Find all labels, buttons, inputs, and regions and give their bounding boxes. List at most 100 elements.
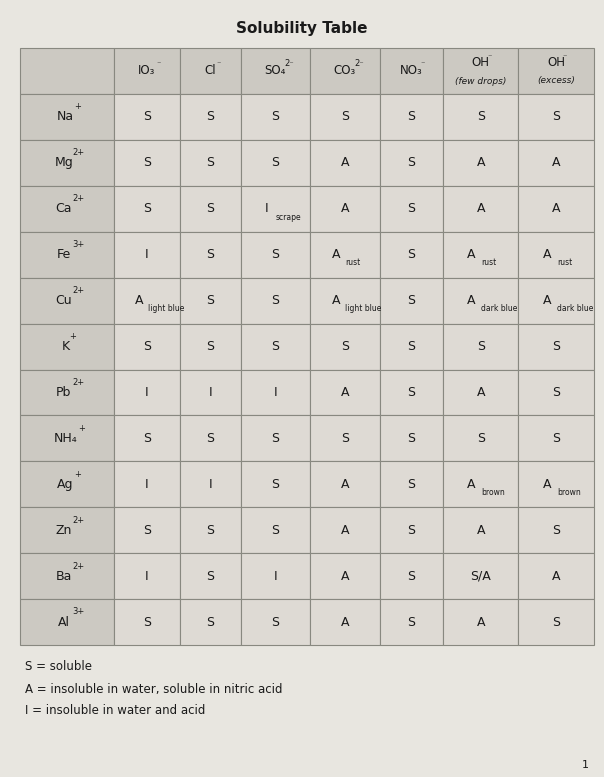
Bar [240, 94, 310, 140]
Bar [240, 323, 310, 370]
Bar [379, 186, 443, 232]
Bar [180, 186, 240, 232]
Text: Cu: Cu [56, 294, 72, 307]
Text: S: S [207, 202, 214, 215]
Text: I: I [145, 248, 149, 261]
Bar [180, 323, 240, 370]
Bar [114, 140, 180, 186]
Bar [20, 323, 114, 370]
Bar [443, 370, 518, 416]
Text: dark blue: dark blue [557, 305, 593, 313]
Text: brown: brown [557, 488, 580, 497]
Text: S: S [407, 156, 415, 169]
Text: NO₃: NO₃ [400, 64, 423, 78]
Text: Fe: Fe [57, 248, 71, 261]
Text: SO₄: SO₄ [265, 64, 286, 78]
Text: S: S [207, 432, 214, 445]
Bar [114, 370, 180, 416]
Text: S: S [207, 340, 214, 353]
Text: I: I [274, 386, 277, 399]
Bar [114, 48, 180, 94]
Text: light blue: light blue [345, 305, 382, 313]
Text: ⁻: ⁻ [563, 53, 567, 61]
Text: S: S [143, 156, 151, 169]
Text: 2⁻: 2⁻ [285, 60, 295, 68]
Bar [379, 232, 443, 277]
Bar [240, 48, 310, 94]
Text: S: S [341, 110, 349, 124]
Text: 2⁻: 2⁻ [355, 60, 364, 68]
Text: Ag: Ag [57, 478, 74, 491]
Text: S: S [407, 432, 415, 445]
Text: Cl: Cl [205, 64, 216, 78]
Text: S: S [143, 432, 151, 445]
Text: ⁻: ⁻ [421, 60, 425, 68]
Text: Zn: Zn [56, 524, 72, 537]
Text: S: S [143, 615, 151, 629]
Text: S: S [207, 570, 214, 583]
Text: S: S [407, 524, 415, 537]
Text: S: S [552, 524, 561, 537]
Bar [518, 462, 594, 507]
Bar [180, 94, 240, 140]
Text: NH₄: NH₄ [53, 432, 77, 445]
Text: S: S [143, 524, 151, 537]
Bar [310, 507, 379, 553]
Text: S: S [271, 294, 279, 307]
Text: S: S [407, 202, 415, 215]
Text: S = soluble: S = soluble [25, 660, 92, 674]
Text: S: S [552, 110, 561, 124]
Bar [379, 48, 443, 94]
Text: S: S [341, 340, 349, 353]
Text: S: S [477, 110, 485, 124]
Text: Pb: Pb [56, 386, 71, 399]
Bar [310, 277, 379, 323]
Text: A: A [543, 478, 551, 491]
Bar [443, 232, 518, 277]
Bar [114, 599, 180, 645]
Bar [310, 48, 379, 94]
Text: S: S [552, 615, 561, 629]
Bar [180, 370, 240, 416]
Bar [114, 94, 180, 140]
Bar [518, 186, 594, 232]
Text: Solubility Table: Solubility Table [236, 20, 368, 36]
Text: ⁻: ⁻ [156, 60, 161, 68]
Bar [379, 553, 443, 599]
Bar [518, 553, 594, 599]
Bar [310, 140, 379, 186]
Bar [443, 94, 518, 140]
Bar [518, 232, 594, 277]
Bar [240, 416, 310, 462]
Bar [379, 370, 443, 416]
Text: S: S [477, 432, 485, 445]
Bar [240, 370, 310, 416]
Bar [180, 232, 240, 277]
Bar [114, 462, 180, 507]
Text: Ba: Ba [56, 570, 72, 583]
Text: S: S [407, 570, 415, 583]
Text: Na: Na [57, 110, 74, 124]
Bar [443, 507, 518, 553]
Text: I = insoluble in water and acid: I = insoluble in water and acid [25, 705, 205, 717]
Bar [20, 416, 114, 462]
Bar [240, 507, 310, 553]
Bar [379, 277, 443, 323]
Text: +: + [74, 103, 80, 111]
Text: ⁻: ⁻ [217, 60, 221, 68]
Text: Ca: Ca [56, 202, 72, 215]
Text: 3+: 3+ [72, 240, 85, 249]
Text: A: A [477, 524, 485, 537]
Bar [518, 140, 594, 186]
Bar [20, 553, 114, 599]
Bar [114, 323, 180, 370]
Text: A = insoluble in water, soluble in nitric acid: A = insoluble in water, soluble in nitri… [25, 682, 283, 695]
Bar [20, 186, 114, 232]
Text: rust: rust [481, 259, 496, 267]
Bar [443, 599, 518, 645]
Text: A: A [341, 570, 349, 583]
Text: S: S [407, 248, 415, 261]
Bar [114, 186, 180, 232]
Bar [518, 599, 594, 645]
Text: S: S [271, 432, 279, 445]
